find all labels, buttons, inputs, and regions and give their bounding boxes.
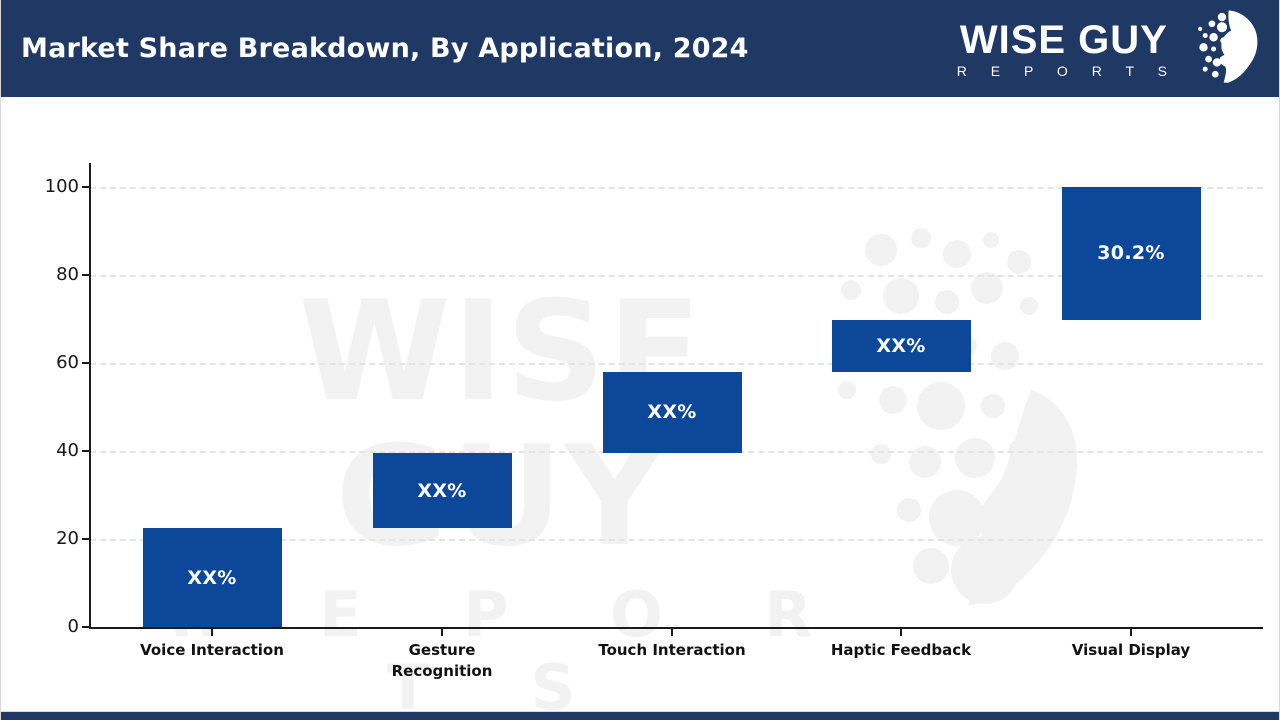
bar-gesture-recognition: XX% [372, 453, 512, 529]
x-axis [89, 627, 1263, 629]
y-axis [89, 163, 91, 627]
y-gridline [90, 363, 1263, 365]
x-category-label: Touch Interaction [598, 641, 746, 659]
y-tick [82, 450, 89, 452]
y-tick [82, 626, 89, 628]
y-tick [82, 362, 89, 364]
y-tick-label: 40 [56, 440, 79, 461]
y-tick-label: 60 [56, 352, 79, 373]
bar-haptic-feedback: XX% [831, 319, 971, 372]
chart-title: Market Share Breakdown, By Application, … [21, 33, 749, 64]
logo-wordmark: WISE GUY [959, 17, 1168, 62]
dotted-face-icon [1198, 10, 1258, 83]
x-tick [211, 629, 213, 636]
bar-touch-interaction: XX% [602, 371, 742, 454]
logo-subtitle: R E P O R T S [956, 62, 1177, 79]
bar-visual-display: 30.2% [1061, 187, 1201, 320]
bar-value-label: XX% [417, 479, 467, 502]
bar-value-label: XX% [876, 334, 926, 357]
x-category-label: Voice Interaction [140, 641, 284, 659]
bar-value-label: XX% [647, 401, 697, 424]
y-tick-label: 20 [56, 528, 79, 549]
x-category-label: Visual Display [1071, 641, 1191, 659]
footer-bar [1, 712, 1279, 720]
y-tick [82, 186, 89, 188]
header: Market Share Breakdown, By Application, … [1, 0, 1279, 97]
x-tick [671, 629, 673, 636]
x-category-label: Haptic Feedback [830, 641, 972, 659]
y-tick-label: 0 [67, 616, 79, 637]
y-tick-label: 100 [44, 176, 79, 197]
y-gridline [90, 187, 1263, 189]
x-tick [1130, 629, 1132, 636]
bar-value-label: 30.2% [1097, 242, 1165, 265]
y-gridline [90, 275, 1263, 277]
bar-value-label: XX% [187, 566, 237, 589]
waterfall-chart: 0 20 40 60 80 100 XX% Voice Interaction XX% Gestu… [1, 97, 1279, 712]
bar-voice-interaction: XX% [142, 528, 282, 627]
y-gridline [90, 539, 1263, 541]
image-border [1, 711, 1279, 712]
x-tick [441, 629, 443, 636]
y-tick [82, 538, 89, 540]
y-tick-label: 80 [56, 264, 79, 285]
x-tick [900, 629, 902, 636]
wiseguy-logo: WISE GUY R E P O R T S [951, 6, 1265, 92]
x-category-label: Gesture Recognition [391, 641, 493, 680]
y-tick [82, 274, 89, 276]
